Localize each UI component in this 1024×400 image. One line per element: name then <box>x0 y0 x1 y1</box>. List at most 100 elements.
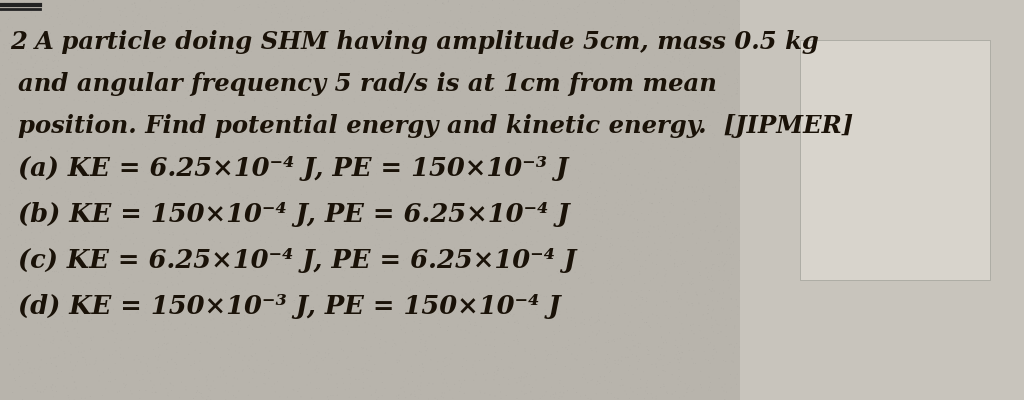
Point <box>282 290 298 296</box>
Point <box>547 104 563 111</box>
Point <box>822 344 839 350</box>
Point <box>468 372 484 378</box>
Point <box>792 303 808 309</box>
Point <box>349 270 366 276</box>
Point <box>38 177 54 184</box>
Point <box>293 118 309 125</box>
Point <box>868 256 885 263</box>
Point <box>88 129 104 135</box>
Point <box>189 42 206 48</box>
Point <box>643 200 659 207</box>
Point <box>371 114 387 120</box>
Point <box>305 304 322 310</box>
Point <box>958 363 975 370</box>
Point <box>810 304 826 311</box>
Point <box>593 29 609 36</box>
Point <box>547 187 563 193</box>
Point <box>311 114 328 120</box>
Point <box>351 135 368 142</box>
Point <box>395 325 412 331</box>
Point <box>41 175 57 181</box>
Point <box>714 45 730 52</box>
Point <box>973 251 989 257</box>
Point <box>299 382 315 388</box>
Point <box>614 161 631 168</box>
Point <box>671 296 687 302</box>
Point <box>948 117 965 124</box>
Point <box>616 330 633 336</box>
Point <box>167 182 183 189</box>
Point <box>445 135 462 142</box>
Point <box>835 245 851 252</box>
Point <box>304 83 321 90</box>
Point <box>627 251 643 257</box>
Point <box>16 370 33 376</box>
Point <box>275 174 292 180</box>
Point <box>936 238 952 244</box>
Point <box>866 174 883 181</box>
Point <box>780 358 797 365</box>
Point <box>334 246 350 253</box>
Point <box>845 38 861 45</box>
Point <box>407 75 423 82</box>
Point <box>416 56 432 62</box>
Point <box>261 348 278 354</box>
Point <box>655 41 672 47</box>
Point <box>228 214 245 220</box>
Point <box>1 202 17 208</box>
Point <box>992 195 1009 201</box>
Point <box>496 367 512 373</box>
Point <box>805 90 821 96</box>
Point <box>725 26 741 33</box>
Point <box>522 147 539 153</box>
Point <box>120 275 136 282</box>
Point <box>985 258 1001 264</box>
Point <box>775 62 792 69</box>
Point <box>0 16 16 22</box>
Point <box>130 86 146 92</box>
Point <box>1004 249 1020 255</box>
Point <box>734 58 751 65</box>
Point <box>40 259 56 265</box>
Point <box>360 307 377 313</box>
Point <box>821 203 838 209</box>
Point <box>921 276 937 283</box>
Point <box>335 54 351 61</box>
Point <box>811 6 827 13</box>
Point <box>233 218 250 224</box>
Point <box>900 376 916 382</box>
Point <box>236 164 252 171</box>
Point <box>662 128 678 134</box>
Point <box>739 16 756 23</box>
Point <box>263 257 280 263</box>
Point <box>477 252 494 258</box>
Point <box>573 72 590 78</box>
Point <box>976 92 992 98</box>
Point <box>574 265 591 271</box>
Point <box>127 195 143 201</box>
Point <box>177 55 194 61</box>
Point <box>910 281 927 287</box>
Point <box>824 297 841 304</box>
Point <box>551 277 567 283</box>
Point <box>100 188 117 194</box>
Point <box>600 188 616 195</box>
Point <box>254 129 270 136</box>
Point <box>961 334 977 340</box>
Point <box>32 197 48 203</box>
Point <box>876 126 892 132</box>
Point <box>223 231 240 237</box>
Point <box>324 154 340 160</box>
Point <box>853 42 869 48</box>
Point <box>101 284 118 291</box>
Point <box>191 169 208 176</box>
Point <box>571 183 588 189</box>
Point <box>0 136 9 143</box>
Point <box>24 212 40 219</box>
Point <box>356 261 373 267</box>
Point <box>688 92 705 98</box>
Point <box>947 370 964 377</box>
Point <box>819 210 836 216</box>
Point <box>458 144 474 150</box>
Point <box>96 192 113 199</box>
